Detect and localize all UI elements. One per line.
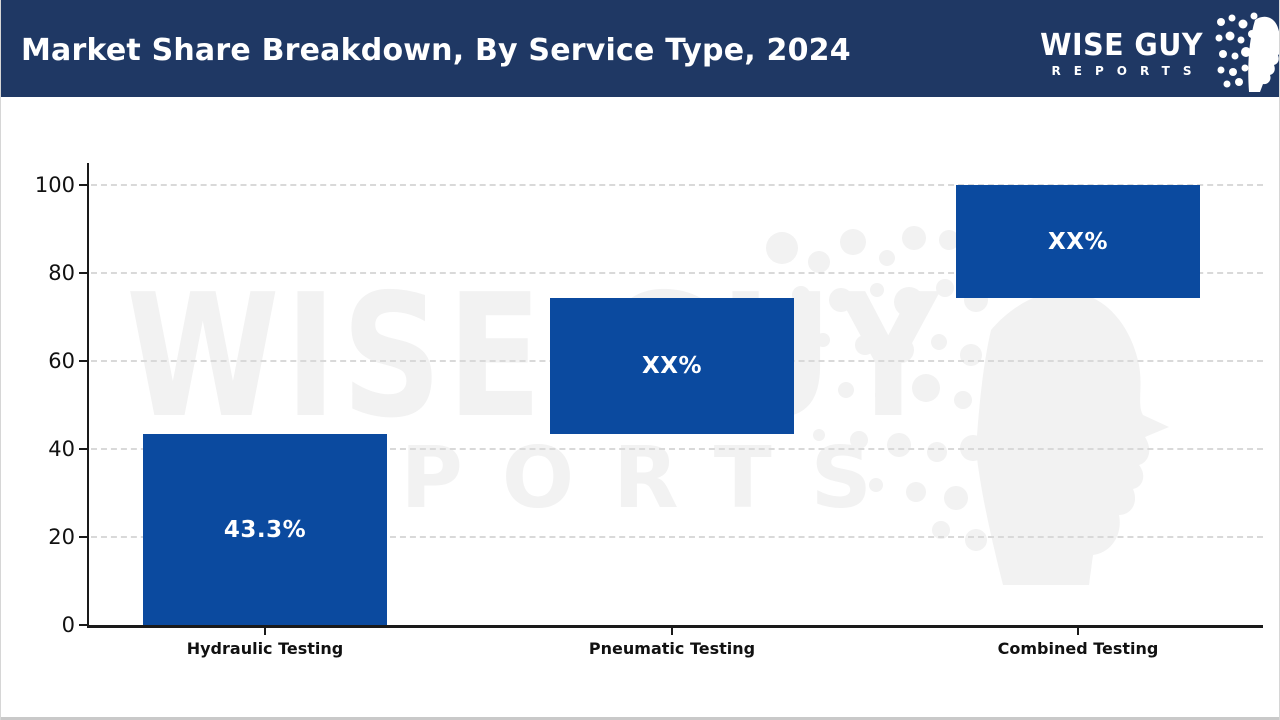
x-tick-mark-pneumatic-testing <box>671 628 673 635</box>
gridline-20 <box>91 536 1263 538</box>
watermark-face-dots-icon <box>766 226 1169 585</box>
gridline-100 <box>91 184 1263 186</box>
y-tick-mark-20 <box>79 536 87 538</box>
y-tick-label-80: 80 <box>48 261 75 285</box>
y-tick-label-40: 40 <box>48 437 75 461</box>
y-tick-mark-100 <box>79 184 87 186</box>
header-bar: Market Share Breakdown, By Service Type,… <box>1 0 1279 97</box>
gridline-80 <box>91 272 1263 274</box>
wiseguy-reports-logo: WISE GUY REPORTS <box>1037 6 1279 94</box>
bar-combined-testing: XX% <box>956 185 1200 299</box>
bottom-border <box>1 717 1279 720</box>
chart-title: Market Share Breakdown, By Service Type,… <box>21 33 851 68</box>
bar-hydraulic-testing: 43.3% <box>143 434 387 625</box>
y-tick-mark-40 <box>79 448 87 450</box>
bar-value-label: 43.3% <box>223 516 307 543</box>
x-tick-mark-hydraulic-testing <box>264 628 266 635</box>
bar-value-label: XX% <box>1047 228 1108 255</box>
x-axis-line <box>87 625 1263 628</box>
x-tick-label-hydraulic-testing: Hydraulic Testing <box>186 639 344 658</box>
logo-wiseguy-label: WISE GUY <box>1040 28 1204 63</box>
y-tick-label-0: 0 <box>61 613 75 637</box>
gridline-40 <box>91 448 1263 450</box>
bar-value-label: XX% <box>641 353 702 380</box>
logo-text: WISE GUY REPORTS <box>1037 28 1215 78</box>
y-tick-mark-80 <box>79 272 87 274</box>
logo-reports-label: REPORTS <box>1051 64 1205 78</box>
y-tick-label-100: 100 <box>34 173 75 197</box>
x-tick-label-combined-testing: Combined Testing <box>997 639 1159 658</box>
x-tick-label-pneumatic-testing: Pneumatic Testing <box>588 639 756 658</box>
y-tick-mark-0 <box>79 624 87 626</box>
y-tick-label-60: 60 <box>48 349 75 373</box>
y-tick-label-20: 20 <box>48 525 75 549</box>
x-tick-mark-combined-testing <box>1077 628 1079 635</box>
bar-pneumatic-testing: XX% <box>550 298 794 435</box>
y-axis-line <box>87 163 89 628</box>
y-tick-mark-60 <box>79 360 87 362</box>
logo-face-dots-icon <box>1215 12 1279 92</box>
